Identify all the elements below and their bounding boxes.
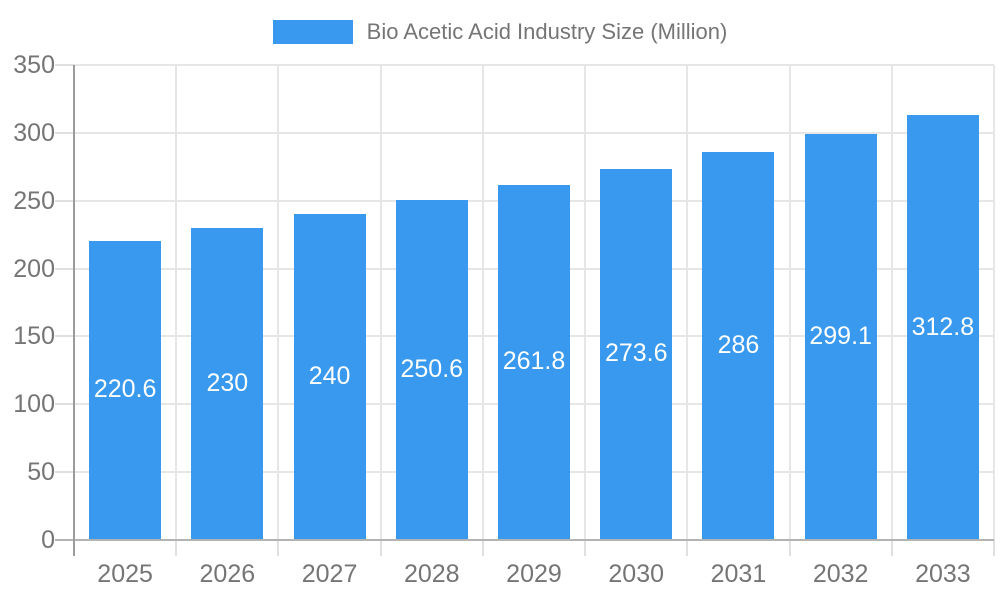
bar[interactable]: 240 xyxy=(293,214,366,539)
x-axis-label: 2032 xyxy=(812,560,869,588)
legend-swatch xyxy=(272,20,353,44)
gridline-vertical xyxy=(584,65,587,540)
gridline-vertical xyxy=(481,65,484,540)
y-axis-tick xyxy=(55,199,74,202)
gridline-vertical xyxy=(175,65,178,540)
x-axis-tick xyxy=(379,540,382,556)
y-axis-label: 350 xyxy=(13,51,55,79)
y-axis-label: 150 xyxy=(13,322,55,351)
bar-value-label: 312.8 xyxy=(911,312,975,341)
bar[interactable]: 261.8 xyxy=(498,184,570,539)
x-axis-label: 2028 xyxy=(403,560,460,588)
gridline-vertical xyxy=(890,65,893,540)
y-axis-line xyxy=(73,65,75,556)
x-axis-tick xyxy=(890,540,893,556)
legend-label: Bio Acetic Acid Industry Size (Million) xyxy=(366,19,728,44)
x-axis-label: 2025 xyxy=(97,560,153,588)
gridline-vertical xyxy=(993,65,995,540)
gridline-horizontal xyxy=(74,131,994,134)
y-axis-tick xyxy=(55,403,74,406)
gridline-vertical xyxy=(379,65,382,540)
gridline-horizontal xyxy=(74,64,994,66)
x-axis-label: 2026 xyxy=(199,560,256,588)
bar-value-label: 240 xyxy=(308,362,351,391)
y-axis-label: 100 xyxy=(13,390,55,419)
bar[interactable]: 286 xyxy=(702,151,775,539)
x-axis-tick xyxy=(175,540,178,556)
bar[interactable]: 230 xyxy=(191,227,264,539)
bar[interactable]: 299.1 xyxy=(804,134,877,539)
bar-value-label: 261.8 xyxy=(502,347,566,376)
x-axis-label: 2030 xyxy=(608,560,665,588)
bar-value-label: 230 xyxy=(206,368,249,397)
bar[interactable]: 312.8 xyxy=(906,115,979,539)
y-axis-tick xyxy=(55,267,74,270)
x-axis-tick xyxy=(481,540,484,556)
gridline-vertical xyxy=(788,65,791,540)
y-axis-label: 300 xyxy=(13,118,55,147)
gridline-vertical xyxy=(277,65,280,540)
bar-value-label: 273.6 xyxy=(604,339,668,368)
x-axis-tick xyxy=(788,540,791,556)
bar[interactable]: 220.6 xyxy=(89,240,162,539)
y-axis-label: 0 xyxy=(41,526,55,554)
x-axis-tick xyxy=(686,540,689,556)
x-axis-label: 2031 xyxy=(710,560,767,588)
y-axis-label: 200 xyxy=(13,254,55,283)
legend-item[interactable]: Bio Acetic Acid Industry Size (Million) xyxy=(272,18,728,46)
bar[interactable]: 250.6 xyxy=(395,199,468,539)
y-axis-label: 250 xyxy=(13,186,55,215)
x-axis-label: 2027 xyxy=(301,560,358,588)
bar-value-label: 299.1 xyxy=(809,322,872,351)
y-axis-tick xyxy=(55,131,74,134)
gridline-vertical xyxy=(686,65,689,540)
bar[interactable]: 273.6 xyxy=(600,168,673,539)
y-axis-label: 50 xyxy=(27,458,55,487)
x-axis-tick xyxy=(993,540,995,556)
bar-value-label: 286 xyxy=(717,330,760,359)
x-axis-tick xyxy=(584,540,587,556)
x-axis-label: 2029 xyxy=(506,560,562,588)
y-axis-tick xyxy=(55,471,74,474)
x-axis-line xyxy=(55,539,994,541)
bar-value-label: 220.6 xyxy=(93,375,157,404)
y-axis-tick xyxy=(55,335,74,338)
y-axis-tick xyxy=(55,64,74,66)
x-axis-tick xyxy=(277,540,280,556)
bar-value-label: 250.6 xyxy=(400,354,464,383)
legend: Bio Acetic Acid Industry Size (Million) xyxy=(0,18,1000,46)
x-axis-label: 2033 xyxy=(915,560,971,588)
